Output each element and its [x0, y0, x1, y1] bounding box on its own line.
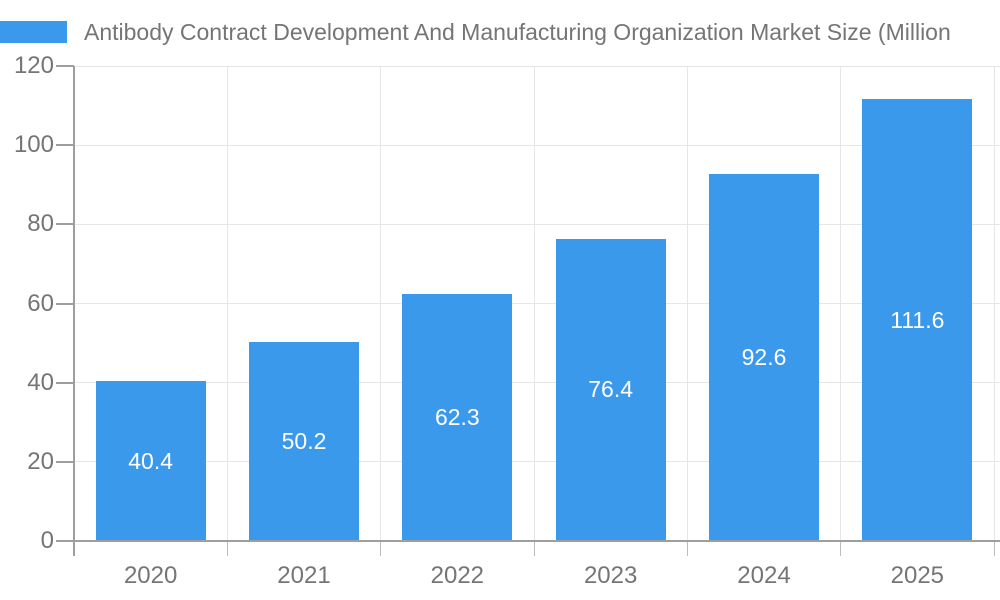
x-axis-tick — [380, 541, 382, 556]
bar[interactable]: 40.4 — [95, 381, 206, 541]
x-tick-label: 2025 — [890, 562, 945, 589]
y-gridline — [74, 461, 1000, 463]
bar-value-label: 50.2 — [281, 428, 327, 455]
category-gridline — [993, 66, 995, 541]
legend-swatch[interactable] — [0, 21, 67, 43]
bar-value-label: 76.4 — [588, 376, 634, 403]
x-axis-tick — [533, 541, 535, 556]
y-tick-label: 80 — [27, 210, 54, 238]
y-axis-tick — [56, 65, 74, 67]
category-gridline — [380, 66, 382, 541]
y-axis-tick — [56, 223, 74, 226]
x-axis-tick — [226, 541, 228, 556]
y-axis-tick — [56, 302, 74, 305]
x-axis-tick — [993, 541, 995, 556]
bar-value-label: 92.6 — [741, 344, 787, 371]
bar[interactable]: 76.4 — [555, 238, 666, 541]
x-axis-tick — [686, 541, 688, 556]
y-gridline — [74, 144, 1000, 146]
x-axis-line — [73, 540, 1000, 542]
x-tick-label: 2023 — [583, 562, 638, 589]
category-gridline — [226, 66, 228, 541]
x-axis-tick — [840, 541, 842, 556]
y-axis-tick — [56, 144, 74, 147]
y-tick-label: 20 — [27, 447, 54, 475]
x-tick-label: 2020 — [123, 562, 178, 589]
category-gridline — [533, 66, 535, 541]
y-axis-line — [73, 66, 75, 556]
bar[interactable]: 111.6 — [862, 99, 973, 541]
y-axis-tick — [56, 381, 74, 384]
y-gridline — [74, 65, 1000, 67]
y-tick-label: 120 — [13, 52, 54, 79]
bar[interactable]: 92.6 — [709, 174, 819, 541]
chart-title: Antibody Contract Development And Manufa… — [84, 19, 951, 45]
x-tick-label: 2021 — [277, 562, 331, 589]
x-tick-label: 2022 — [430, 562, 485, 589]
y-axis-tick — [56, 460, 74, 463]
chart-header: Antibody Contract Development And Manufa… — [0, 0, 1000, 56]
y-tick-label: 40 — [27, 368, 54, 396]
y-tick-label: 100 — [13, 131, 54, 159]
y-tick-label: 60 — [27, 289, 54, 317]
bar[interactable]: 62.3 — [402, 294, 513, 541]
bar-value-label: 111.6 — [890, 306, 945, 333]
bar[interactable]: 50.2 — [249, 342, 359, 541]
category-gridline — [686, 66, 688, 541]
bar-value-label: 40.4 — [128, 447, 174, 474]
y-tick-label: 0 — [40, 527, 54, 554]
category-gridline — [840, 66, 842, 541]
y-axis-tick — [56, 540, 74, 542]
y-gridline — [74, 382, 1000, 384]
y-gridline — [74, 303, 1000, 304]
x-tick-label: 2024 — [737, 562, 791, 589]
bar-value-label: 62.3 — [434, 404, 480, 431]
y-gridline — [74, 223, 1000, 225]
